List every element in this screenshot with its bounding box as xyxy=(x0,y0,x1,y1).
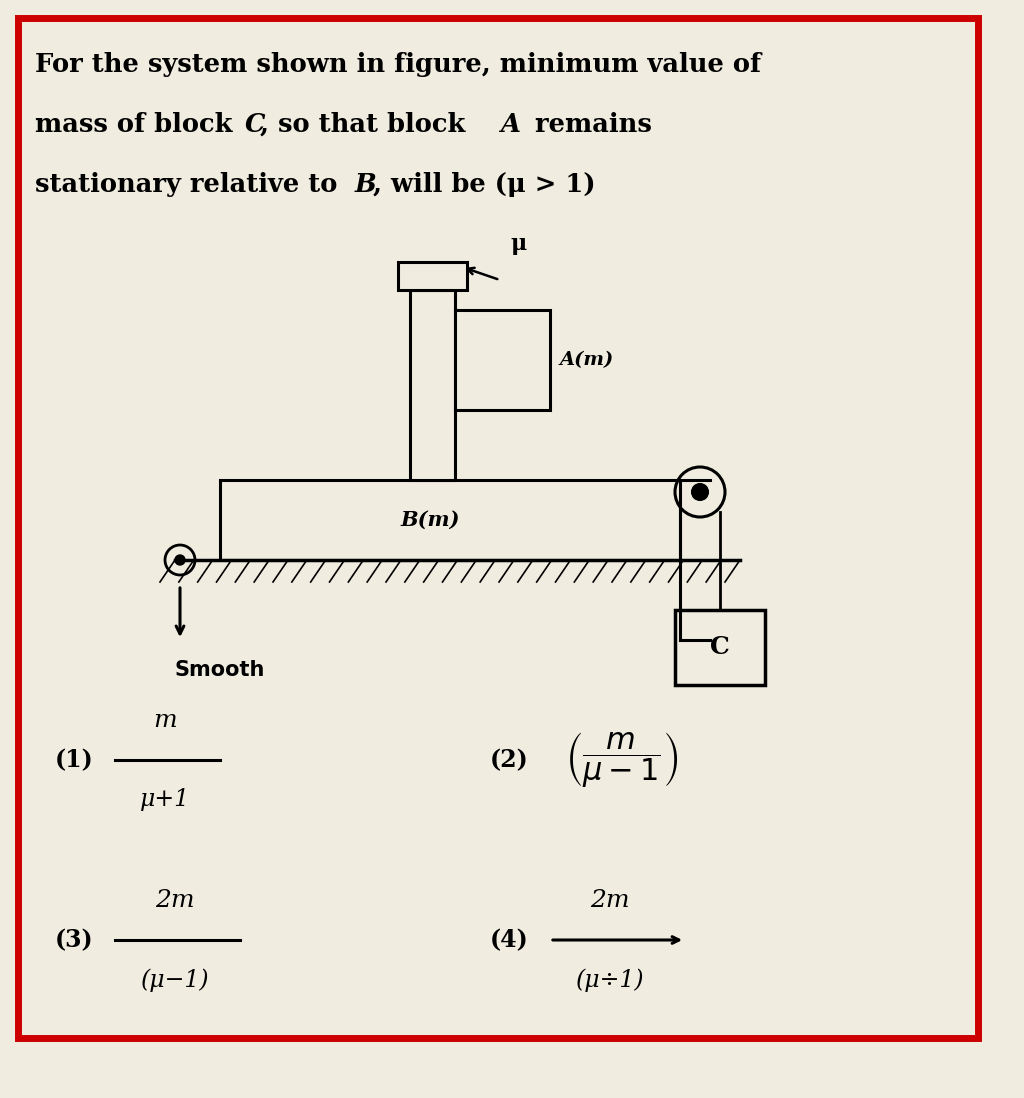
Text: mass of block: mass of block xyxy=(35,112,242,137)
Text: $\left(\dfrac{m}{\mu-1}\right)$: $\left(\dfrac{m}{\mu-1}\right)$ xyxy=(565,730,678,789)
Text: remains: remains xyxy=(517,112,652,137)
Text: μ: μ xyxy=(510,233,526,255)
Text: B(m): B(m) xyxy=(400,509,460,530)
Circle shape xyxy=(165,545,195,575)
Circle shape xyxy=(692,484,708,500)
Text: C: C xyxy=(710,636,730,660)
Text: , so that block: , so that block xyxy=(260,112,474,137)
Text: A(m): A(m) xyxy=(560,351,614,369)
Bar xyxy=(220,480,680,560)
Text: (3): (3) xyxy=(55,928,93,952)
Bar xyxy=(398,262,467,290)
Text: (1): (1) xyxy=(55,748,94,772)
Text: A: A xyxy=(500,112,520,137)
Text: , will be (μ > 1): , will be (μ > 1) xyxy=(373,172,596,197)
Text: m: m xyxy=(154,709,177,732)
Circle shape xyxy=(175,554,185,565)
Text: B: B xyxy=(355,172,377,197)
Text: (μ÷1): (μ÷1) xyxy=(575,968,644,991)
Text: (4): (4) xyxy=(490,928,528,952)
Text: μ+1: μ+1 xyxy=(140,788,190,811)
Circle shape xyxy=(675,467,725,517)
Bar xyxy=(675,610,765,685)
Bar xyxy=(410,290,455,480)
Bar xyxy=(455,310,550,410)
Text: Smooth: Smooth xyxy=(175,660,265,680)
Text: 2m: 2m xyxy=(590,889,630,912)
Text: C: C xyxy=(245,112,265,137)
Text: 2m: 2m xyxy=(156,889,195,912)
Text: For the system shown in figure, minimum value of: For the system shown in figure, minimum … xyxy=(35,52,761,77)
Text: (2): (2) xyxy=(490,748,528,772)
Text: stationary relative to: stationary relative to xyxy=(35,172,346,197)
Text: (μ−1): (μ−1) xyxy=(140,968,209,991)
